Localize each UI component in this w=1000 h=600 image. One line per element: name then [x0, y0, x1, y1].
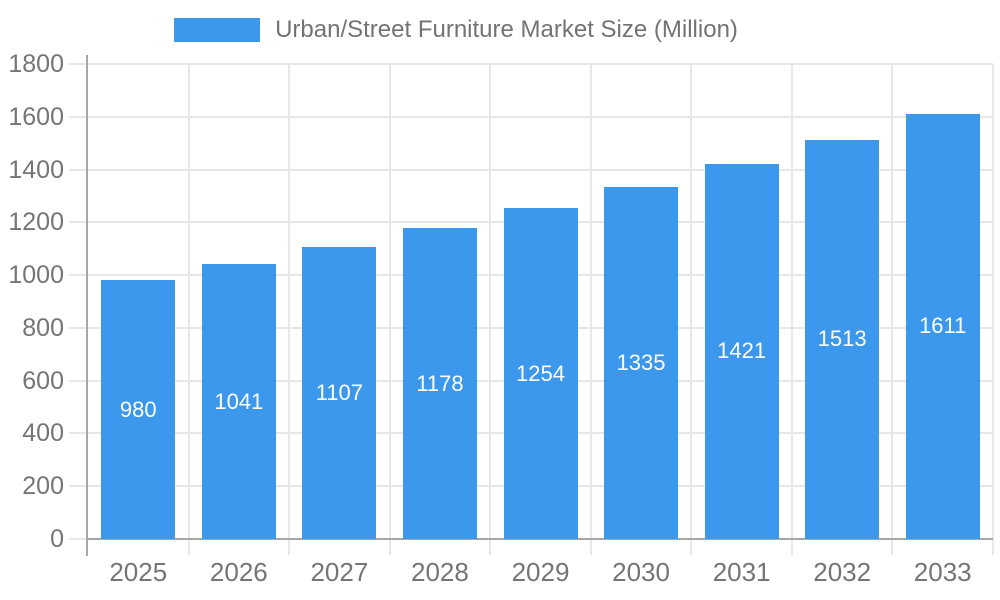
x-tick-label-2029: 2029 [511, 557, 570, 587]
bar-value-2033: 1611 [919, 313, 967, 339]
gridline-v-9 [992, 64, 994, 539]
x-tick-4 [489, 539, 492, 555]
gridline-v-2 [288, 64, 291, 539]
bar-value-2025: 980 [119, 396, 157, 422]
y-tick-200 [69, 485, 88, 488]
bar-2030[interactable]: 1335 [604, 186, 679, 539]
gridline-v-8 [891, 64, 894, 539]
y-tick-label-400: 400 [22, 419, 64, 448]
x-tick-label-2026: 2026 [209, 557, 268, 587]
x-tick-3 [388, 539, 391, 555]
x-tick-label-2030: 2030 [612, 557, 670, 587]
legend[interactable]: Urban/Street Furniture Market Size (Mill… [0, 12, 956, 48]
bar-2031[interactable]: 1421 [704, 164, 779, 539]
bar-2025[interactable]: 980 [101, 280, 176, 539]
x-tick-7 [790, 539, 793, 555]
bar-2028[interactable]: 1178 [402, 228, 477, 539]
x-tick-label-2028: 2028 [411, 557, 469, 587]
bar-2032[interactable]: 1513 [805, 139, 880, 539]
x-tick-label-2031: 2031 [712, 557, 771, 587]
gridline-h-1600 [88, 115, 993, 118]
y-tick-800 [69, 326, 88, 329]
y-tick-label-1400: 1400 [8, 155, 64, 184]
y-tick-label-1800: 1800 [8, 50, 64, 78]
y-tick-label-1000: 1000 [8, 261, 64, 290]
x-tick-2 [288, 539, 291, 555]
x-tick-9 [992, 539, 994, 555]
gridline-v-3 [388, 64, 391, 539]
bar-2033[interactable]: 1611 [905, 113, 980, 539]
y-tick-1400 [69, 168, 88, 171]
x-tick-6 [690, 539, 693, 555]
x-tick-label-2032: 2032 [813, 557, 872, 587]
y-tick-1000 [69, 274, 88, 277]
gridline-v-4 [489, 64, 492, 539]
y-tick-1200 [69, 221, 88, 224]
gridline-v-5 [589, 64, 592, 539]
gridline-v-7 [790, 64, 793, 539]
bar-value-2032: 1513 [817, 326, 867, 352]
y-tick-label-800: 800 [22, 313, 64, 342]
bar-value-2030: 1335 [616, 349, 666, 375]
y-axis-line [86, 55, 88, 556]
y-tick-400 [69, 432, 88, 435]
bar-value-2027: 1107 [315, 379, 364, 405]
x-axis-line [86, 538, 993, 540]
gridline-v-1 [187, 64, 190, 539]
y-tick-label-0: 0 [50, 525, 64, 553]
y-tick-label-1600: 1600 [8, 102, 64, 131]
y-tick-1800 [69, 63, 88, 65]
x-tick-1 [187, 539, 190, 555]
legend-label: Urban/Street Furniture Market Size (Mill… [275, 16, 738, 43]
y-tick-label-1200: 1200 [8, 208, 64, 237]
bar-value-2028: 1178 [416, 370, 464, 396]
bar-value-2029: 1254 [516, 360, 565, 386]
bar-2029[interactable]: 1254 [503, 208, 578, 539]
y-tick-label-600: 600 [22, 366, 64, 395]
y-tick-0 [69, 538, 88, 540]
bar-2026[interactable]: 1041 [201, 264, 276, 539]
bar-2027[interactable]: 1107 [302, 246, 377, 539]
x-tick-8 [891, 539, 894, 555]
gridline-h-1400 [88, 168, 993, 171]
x-tick-label-2027: 2027 [310, 557, 369, 587]
legend-swatch-icon [174, 18, 261, 42]
y-tick-label-200: 200 [22, 472, 64, 501]
bar-value-2031: 1421 [717, 338, 767, 364]
x-tick-label-2033: 2033 [913, 557, 972, 587]
gridline-v-6 [690, 64, 693, 539]
gridline-h-1800 [88, 63, 993, 65]
x-tick-5 [589, 539, 592, 555]
x-tick-label-2025: 2025 [109, 557, 168, 587]
y-tick-600 [69, 379, 88, 382]
y-tick-1600 [69, 115, 88, 118]
bar-value-2026: 1041 [214, 388, 264, 414]
